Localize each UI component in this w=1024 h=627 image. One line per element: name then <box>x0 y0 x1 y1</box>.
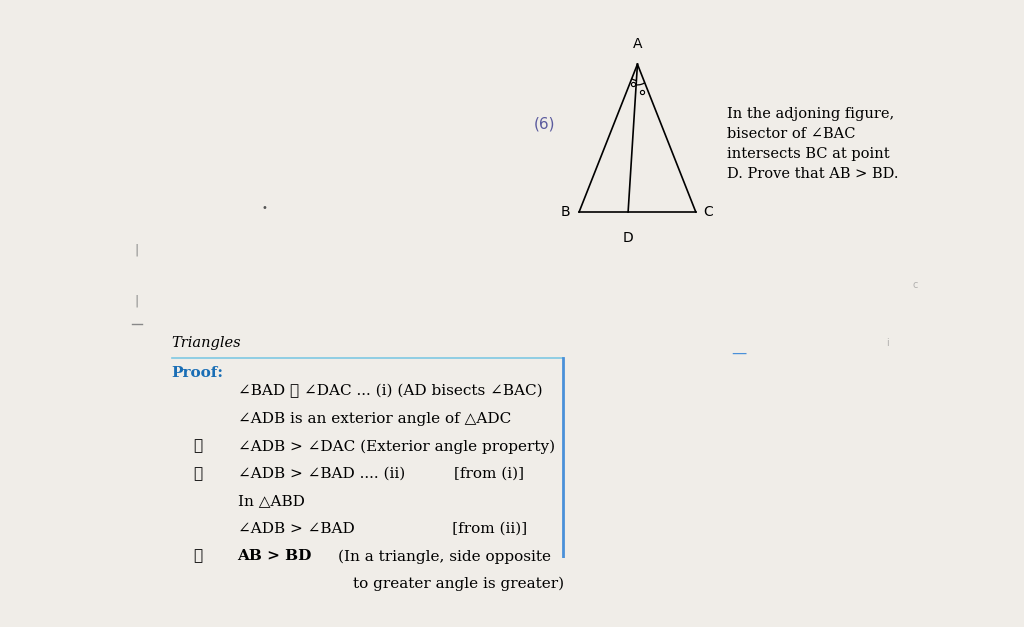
Text: —: — <box>731 345 746 361</box>
Text: Proof:: Proof: <box>172 366 223 380</box>
Text: In the adjoning figure,
bisector of ∠BAC
intersects BC at point
D. Prove that AB: In the adjoning figure, bisector of ∠BAC… <box>727 107 899 181</box>
Text: AB > BD: AB > BD <box>238 549 312 563</box>
Text: In △ABD: In △ABD <box>238 494 304 508</box>
Text: (6): (6) <box>534 116 555 131</box>
Text: ∴: ∴ <box>194 440 202 453</box>
Text: Triangles: Triangles <box>172 336 242 350</box>
Text: C: C <box>702 205 713 219</box>
Text: ∴: ∴ <box>194 549 202 563</box>
Text: ∠ADB > ∠BAD .... (ii)          [from (i)]: ∠ADB > ∠BAD .... (ii) [from (i)] <box>238 466 523 481</box>
Text: •: • <box>261 203 267 213</box>
Text: ∴: ∴ <box>194 466 202 481</box>
Text: D: D <box>623 231 634 245</box>
Text: i: i <box>886 337 889 347</box>
Text: ∠ADB > ∠DAC (Exterior angle property): ∠ADB > ∠DAC (Exterior angle property) <box>238 440 555 454</box>
Text: B: B <box>560 205 569 219</box>
Text: |: | <box>134 295 138 308</box>
Text: ∠ADB > ∠BAD                    [from (ii)]: ∠ADB > ∠BAD [from (ii)] <box>238 522 526 536</box>
Text: ∠ADB is an exterior angle of △ADC: ∠ADB is an exterior angle of △ADC <box>238 412 511 426</box>
Text: ∠BAD ≅ ∠DAC ... (i) (AD bisects ∠BAC): ∠BAD ≅ ∠DAC ... (i) (AD bisects ∠BAC) <box>238 384 542 399</box>
Text: A: A <box>633 37 642 51</box>
Text: to greater angle is greater): to greater angle is greater) <box>352 577 564 591</box>
Text: c: c <box>912 280 918 290</box>
Text: |: | <box>134 244 138 257</box>
Text: (In a triangle, side opposite: (In a triangle, side opposite <box>299 549 551 564</box>
